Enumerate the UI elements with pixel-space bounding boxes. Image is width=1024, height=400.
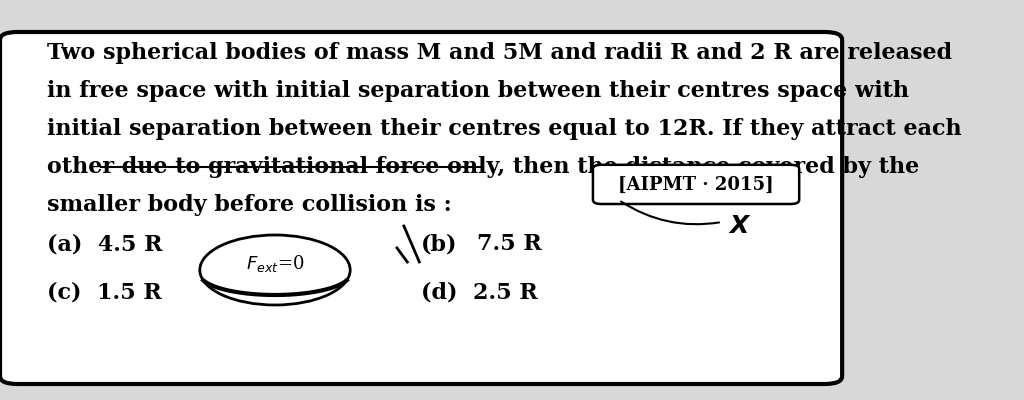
Text: (b): (b) — [421, 233, 458, 255]
Text: other due to gravitational force only, then the distance covered by the: other due to gravitational force only, t… — [47, 156, 920, 178]
Text: (d)  2.5 R: (d) 2.5 R — [421, 281, 538, 303]
Text: (a)  4.5 R: (a) 4.5 R — [47, 233, 163, 255]
Text: X: X — [729, 214, 749, 238]
Text: Two spherical bodies of mass M and 5M and radii R and 2 R are released: Two spherical bodies of mass M and 5M an… — [47, 42, 952, 64]
Text: initial separation between their centres equal to 12R. If they attract each: initial separation between their centres… — [47, 118, 962, 140]
Text: smaller body before collision is :: smaller body before collision is : — [47, 194, 452, 216]
Text: in free space with initial separation between their centres space with: in free space with initial separation be… — [47, 80, 909, 102]
Text: [AIPMT · 2015]: [AIPMT · 2015] — [618, 175, 774, 193]
Text: (c)  1.5 R: (c) 1.5 R — [47, 281, 162, 303]
FancyBboxPatch shape — [593, 165, 799, 204]
Text: 7.5 R: 7.5 R — [477, 233, 542, 255]
Text: $\mathit{F}_{ext}$=0: $\mathit{F}_{ext}$=0 — [246, 254, 304, 274]
Ellipse shape — [200, 235, 350, 305]
FancyBboxPatch shape — [0, 32, 842, 384]
